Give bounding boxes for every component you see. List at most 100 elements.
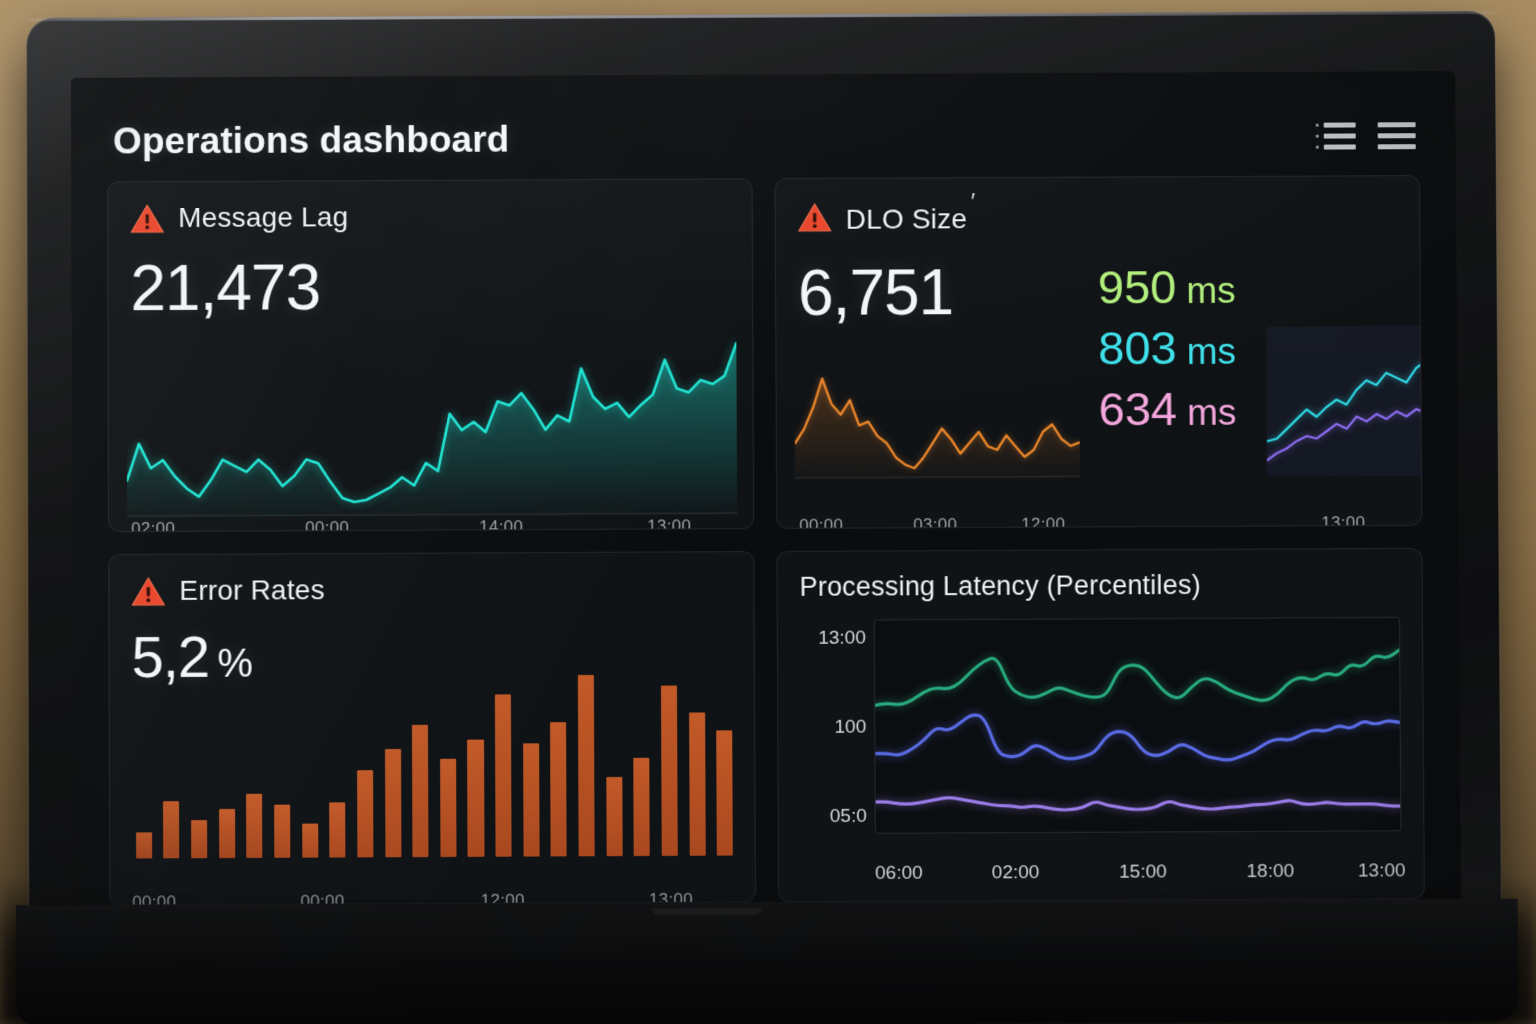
bar <box>716 730 734 856</box>
dlq-size-sparkline <box>794 367 1081 479</box>
card-error-rates[interactable]: Error Rates 5,2% 00:00 00:00 12:00 13:00 <box>108 551 757 906</box>
bar <box>660 685 678 856</box>
x-tick: 06:00 <box>875 862 923 884</box>
card-header: Error Rates <box>131 572 731 607</box>
latency-metric-item: 950 ms <box>1097 260 1423 314</box>
bar <box>688 711 706 856</box>
bar-column <box>683 670 712 856</box>
card-dlq-size[interactable]: DLO Size′ 6,751 950 ms <box>774 175 1423 529</box>
x-axis-labels: 00:00 00:00 12:00 13:00 <box>132 890 733 906</box>
card-title-text: DLO Size <box>845 203 968 236</box>
x-axis-labels: 06:00 02:00 15:00 18:00 13:00 <box>875 860 1406 887</box>
x-tick: 02:00 <box>131 518 176 533</box>
bar-column <box>213 673 241 859</box>
card-header: Message Lag <box>130 199 730 234</box>
card-processing-latency[interactable]: Processing Latency (Percentiles) 13:00 1… <box>776 547 1425 903</box>
x-tick: 13:00 <box>1321 513 1366 529</box>
bar <box>329 802 346 858</box>
x-tick: 14:00 <box>479 517 524 533</box>
warning-triangle-icon <box>798 202 832 233</box>
bar-column <box>296 672 324 858</box>
title-prime-mark: ′ <box>970 188 976 214</box>
bar-column <box>240 673 268 858</box>
bar-column <box>544 671 572 857</box>
bar-column <box>268 672 296 858</box>
card-title: Message Lag <box>178 201 349 234</box>
x-tick: 00:00 <box>799 515 844 529</box>
bar <box>577 674 595 857</box>
bar <box>246 793 263 858</box>
metric-unit: ms <box>1186 330 1237 372</box>
bar <box>412 724 429 858</box>
list-bullets-icon[interactable] <box>1315 121 1356 150</box>
x-tick: 13:00 <box>647 516 692 533</box>
metric-number: 634 <box>1098 382 1178 436</box>
latency-plot-area <box>873 616 1402 834</box>
bar <box>191 820 208 859</box>
bar-column <box>517 671 545 857</box>
bar <box>356 770 374 858</box>
bar-column <box>710 670 739 856</box>
card-title: DLO Size′ <box>845 188 976 236</box>
x-tick: 02:00 <box>991 862 1040 884</box>
bezel-highlight <box>26 11 1495 22</box>
y-tick: 05:0 <box>829 805 867 828</box>
bar-column <box>655 671 684 856</box>
x-tick: 12:00 <box>1021 514 1066 529</box>
card-message-lag[interactable]: Message Lag 21,473 02:00 00:00 14:00 13:… <box>107 178 755 533</box>
metric-number: 950 <box>1097 260 1177 314</box>
x-tick: 00:00 <box>305 518 350 533</box>
bar-column <box>157 673 185 859</box>
bar <box>550 722 568 857</box>
bar <box>522 743 540 857</box>
dashboard-grid: Message Lag 21,473 02:00 00:00 14:00 13:… <box>107 175 1425 906</box>
card-header: DLO Size′ <box>798 188 1398 236</box>
bar-column <box>461 671 489 857</box>
card-header: Processing Latency (Percentiles) <box>799 569 1399 603</box>
bar <box>495 693 512 857</box>
list-lines-icon[interactable] <box>1377 121 1416 149</box>
y-tick: 100 <box>834 716 867 738</box>
metric-unit: ms <box>1186 391 1237 433</box>
card-title: Error Rates <box>179 574 325 606</box>
y-tick: 13:00 <box>818 627 866 649</box>
laptop-screen-shell: Operations dashboard <box>26 11 1502 944</box>
x-tick: 15:00 <box>1119 861 1167 883</box>
warning-triangle-icon <box>130 203 164 234</box>
bar <box>301 823 319 858</box>
topbar-actions <box>1315 121 1416 150</box>
metric-number: 803 <box>1098 321 1177 375</box>
bar-column <box>627 671 656 857</box>
metric-value: 6,751 <box>797 256 954 329</box>
dlq-value-block: 6,751 <box>797 256 1088 329</box>
card-title: Processing Latency (Percentiles) <box>799 569 1201 602</box>
base-lip <box>651 908 762 916</box>
x-axis-labels: 00:00 03:00 12:00 13:00 <box>799 513 1399 529</box>
bar <box>606 776 623 857</box>
bar-column <box>130 673 158 859</box>
bar-column <box>378 672 406 858</box>
warning-triangle-icon <box>131 575 165 606</box>
bar <box>218 808 235 859</box>
laptop-display: Operations dashboard <box>70 71 1462 916</box>
metric-unit: ms <box>1186 269 1236 312</box>
bar-column <box>600 671 628 857</box>
bar-column <box>572 671 600 857</box>
x-tick: 18:00 <box>1246 860 1295 883</box>
bar-column <box>185 673 213 859</box>
x-tick: 03:00 <box>913 515 958 529</box>
x-tick: 13:00 <box>1357 860 1406 882</box>
metric-value: 21,473 <box>130 251 321 325</box>
dlq-mini-latency-chart <box>1266 325 1423 477</box>
laptop-base <box>15 898 1519 1024</box>
error-rates-bar-chart <box>130 670 739 859</box>
bar-column <box>351 672 379 858</box>
bar-column <box>434 672 462 858</box>
bar <box>384 749 402 858</box>
page-title: Operations dashboard <box>112 118 510 162</box>
bar <box>135 832 152 859</box>
bar <box>467 739 485 857</box>
dashboard-topbar: Operations dashboard <box>107 105 1420 171</box>
message-lag-sparkline <box>126 329 738 518</box>
